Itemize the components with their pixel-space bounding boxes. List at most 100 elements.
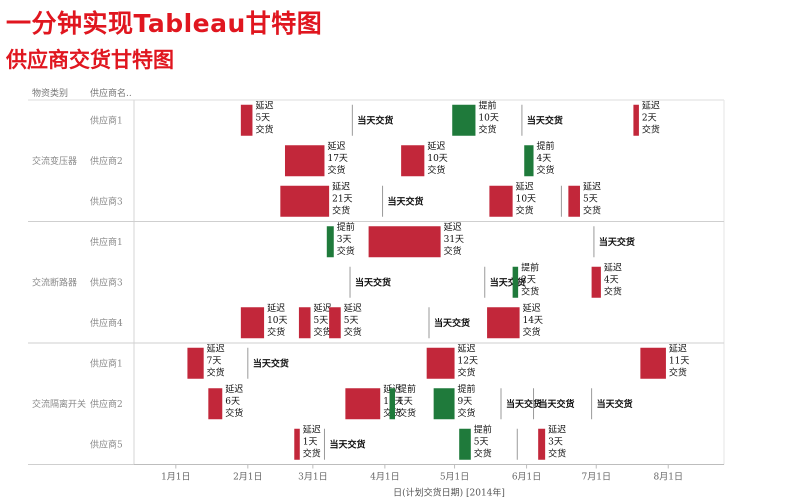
delivery-label: 延迟 17天交货 bbox=[327, 140, 347, 176]
delivery-label-line: 延迟 bbox=[327, 140, 345, 152]
delay-delivery-bar bbox=[633, 104, 639, 136]
delay-delivery-bar bbox=[591, 266, 601, 298]
delivery-label-line: 延迟 bbox=[225, 383, 243, 395]
delivery-label-line: 交货 bbox=[427, 164, 445, 176]
delivery-label-line: 21天 bbox=[332, 194, 352, 204]
delivery-label-line: 提前 bbox=[398, 383, 416, 395]
delivery-label-line: 延迟 bbox=[303, 423, 321, 435]
delivery-label-line: 交货 bbox=[642, 123, 660, 135]
delivery-label-line: 延迟 bbox=[255, 99, 273, 111]
delivery-label-line: 3天 bbox=[337, 235, 352, 245]
delivery-label: 提前 5天交货 bbox=[474, 423, 492, 459]
delivery-label-line: 交货 bbox=[344, 326, 362, 338]
delivery-label: 延迟 14天交货 bbox=[523, 302, 543, 338]
delivery-label: 提前 3天交货 bbox=[337, 221, 355, 257]
delivery-label: 当天交货 bbox=[357, 114, 393, 126]
delivery-label-line: 交货 bbox=[548, 447, 566, 459]
delay-delivery-bar bbox=[280, 185, 330, 217]
delivery-label: 延迟 5天交货 bbox=[344, 302, 362, 338]
delivery-label-line: 延迟 bbox=[344, 302, 362, 314]
delivery-label-line: 交货 bbox=[398, 407, 416, 419]
early-delivery-bar bbox=[433, 388, 455, 420]
early-delivery-bar bbox=[524, 145, 534, 177]
delay-delivery-bar bbox=[294, 428, 300, 460]
delivery-label-line: 9天 bbox=[458, 397, 473, 407]
x-tick-label: 4月1日 bbox=[370, 472, 399, 483]
delivery-label-line: 交货 bbox=[327, 164, 345, 176]
delivery-label-line: 延迟 bbox=[583, 180, 601, 192]
delivery-label-line: 交货 bbox=[521, 285, 539, 297]
column-header: 物资类别 bbox=[32, 87, 68, 99]
delivery-label: 延迟 1天交货 bbox=[303, 423, 321, 459]
delivery-label-line: 2天 bbox=[521, 275, 536, 285]
delivery-label-line: 交货 bbox=[604, 285, 622, 297]
page-title: 一分钟实现Tableau甘特图 bbox=[6, 9, 323, 38]
delivery-label-line: 交货 bbox=[537, 164, 555, 176]
supplier-label: 供应商1 bbox=[90, 114, 123, 126]
delivery-label-line: 交货 bbox=[255, 123, 273, 135]
delivery-label: 延迟 4天交货 bbox=[604, 261, 622, 297]
early-delivery-bar bbox=[459, 428, 471, 460]
x-tick-label: 2月1日 bbox=[233, 472, 262, 483]
delivery-label-line: 5天 bbox=[314, 316, 329, 326]
delivery-label: 延迟 21天交货 bbox=[332, 180, 352, 216]
delivery-label-line: 5天 bbox=[583, 194, 598, 204]
delivery-label: 提前 1天交货 bbox=[398, 383, 416, 419]
delivery-label-line: 17天 bbox=[327, 154, 347, 164]
delivery-label-line: 5天 bbox=[474, 437, 489, 447]
delivery-label-line: 1天 bbox=[398, 397, 413, 407]
delivery-label-line: 交货 bbox=[303, 447, 321, 459]
delivery-label: 延迟 11天交货 bbox=[669, 342, 689, 378]
x-tick-label: 8月1日 bbox=[654, 472, 683, 483]
delay-delivery-bar bbox=[640, 347, 666, 379]
delivery-label: 延迟 5天交货 bbox=[255, 99, 273, 135]
delay-delivery-bar bbox=[298, 307, 311, 339]
delay-delivery-bar bbox=[538, 428, 546, 460]
delivery-label-line: 延迟 bbox=[548, 423, 566, 435]
delivery-label: 当天交货 bbox=[388, 195, 424, 207]
delivery-label-line: 10天 bbox=[516, 194, 536, 204]
x-tick-label: 6月1日 bbox=[512, 472, 541, 483]
delivery-label: 延迟 5天交货 bbox=[583, 180, 601, 216]
delay-delivery-bar bbox=[568, 185, 580, 217]
delay-delivery-bar bbox=[284, 145, 325, 177]
delivery-label-line: 延迟 bbox=[267, 302, 285, 314]
delay-delivery-bar bbox=[487, 307, 520, 339]
delivery-label-line: 交货 bbox=[583, 204, 601, 216]
supplier-label: 供应商5 bbox=[90, 438, 123, 450]
delivery-label-line: 提前 bbox=[337, 221, 355, 233]
delivery-label: 当天交货 bbox=[527, 114, 563, 126]
delivery-label-line: 提前 bbox=[474, 423, 492, 435]
delivery-label-line: 交货 bbox=[225, 407, 243, 419]
delivery-label-line: 提前 bbox=[458, 383, 476, 395]
column-header: 供应商名.. bbox=[90, 87, 132, 99]
category-label: 交流隔离开关 bbox=[32, 398, 86, 410]
delivery-label: 提前 10天交货 bbox=[478, 99, 498, 135]
delivery-label-line: 5天 bbox=[344, 316, 359, 326]
delivery-label-line: 延迟 bbox=[314, 302, 332, 314]
delivery-label: 当天交货 bbox=[329, 438, 365, 450]
x-tick-label: 5月1日 bbox=[440, 472, 469, 483]
delivery-label-line: 延迟 bbox=[516, 180, 534, 192]
delivery-label-line: 1天 bbox=[303, 437, 318, 447]
delivery-label: 提前 4天交货 bbox=[537, 140, 555, 176]
delivery-label: 当天交货 bbox=[355, 276, 391, 288]
delivery-label-line: 31天 bbox=[444, 235, 464, 245]
early-delivery-bar bbox=[326, 226, 334, 258]
delivery-label-line: 交货 bbox=[267, 326, 285, 338]
delivery-label-line: 延迟 bbox=[669, 342, 687, 354]
delay-delivery-bar bbox=[208, 388, 223, 420]
delivery-label: 提前 2天交货 bbox=[521, 261, 539, 297]
supplier-label: 供应商1 bbox=[90, 236, 123, 248]
delay-delivery-bar bbox=[401, 145, 425, 177]
delivery-label: 延迟 31天交货 bbox=[444, 221, 464, 257]
delivery-label-line: 交货 bbox=[444, 245, 462, 257]
delivery-label-line: 交货 bbox=[207, 366, 225, 378]
category-label: 交流变压器 bbox=[32, 155, 77, 167]
delivery-label: 当天交货 bbox=[506, 398, 542, 410]
delivery-label-line: 10天 bbox=[267, 316, 287, 326]
early-delivery-bar bbox=[512, 266, 519, 298]
delay-delivery-bar bbox=[187, 347, 204, 379]
delivery-label-line: 7天 bbox=[207, 356, 222, 366]
